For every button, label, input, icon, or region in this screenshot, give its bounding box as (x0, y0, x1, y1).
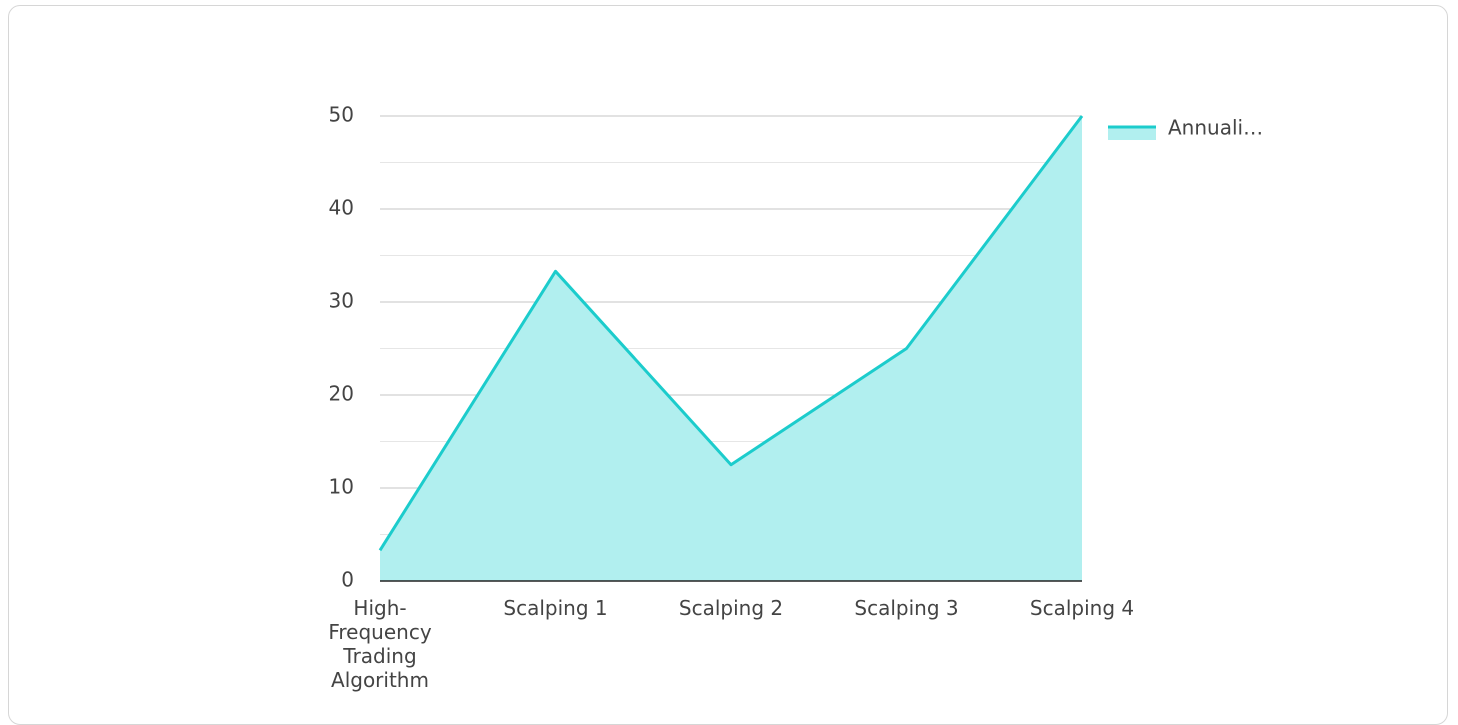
y-tick-label: 0 (341, 568, 354, 592)
legend-swatch-fill (1108, 127, 1156, 140)
y-tick-label: 50 (329, 103, 354, 127)
series-line (378, 115, 1084, 552)
y-tick-label: 20 (329, 382, 354, 406)
y-tick-label: 10 (329, 475, 354, 499)
legend-label: Annuali… (1168, 116, 1263, 140)
y-tick-label: 30 (329, 289, 354, 313)
area-fill (380, 116, 1082, 581)
x-tick-label: Scalping 1 (503, 596, 608, 620)
chart: 0 10 20 30 40 50 Annuali… (329, 103, 1264, 592)
x-tick-label: Scalping 4 (1029, 596, 1135, 620)
x-tick-label: High-Frequency Trading Algorithm (328, 596, 432, 692)
x-tick-label: Scalping 3 (854, 596, 959, 620)
y-tick-label: 40 (329, 196, 354, 220)
x-tick-label: Scalping 2 (678, 596, 784, 620)
